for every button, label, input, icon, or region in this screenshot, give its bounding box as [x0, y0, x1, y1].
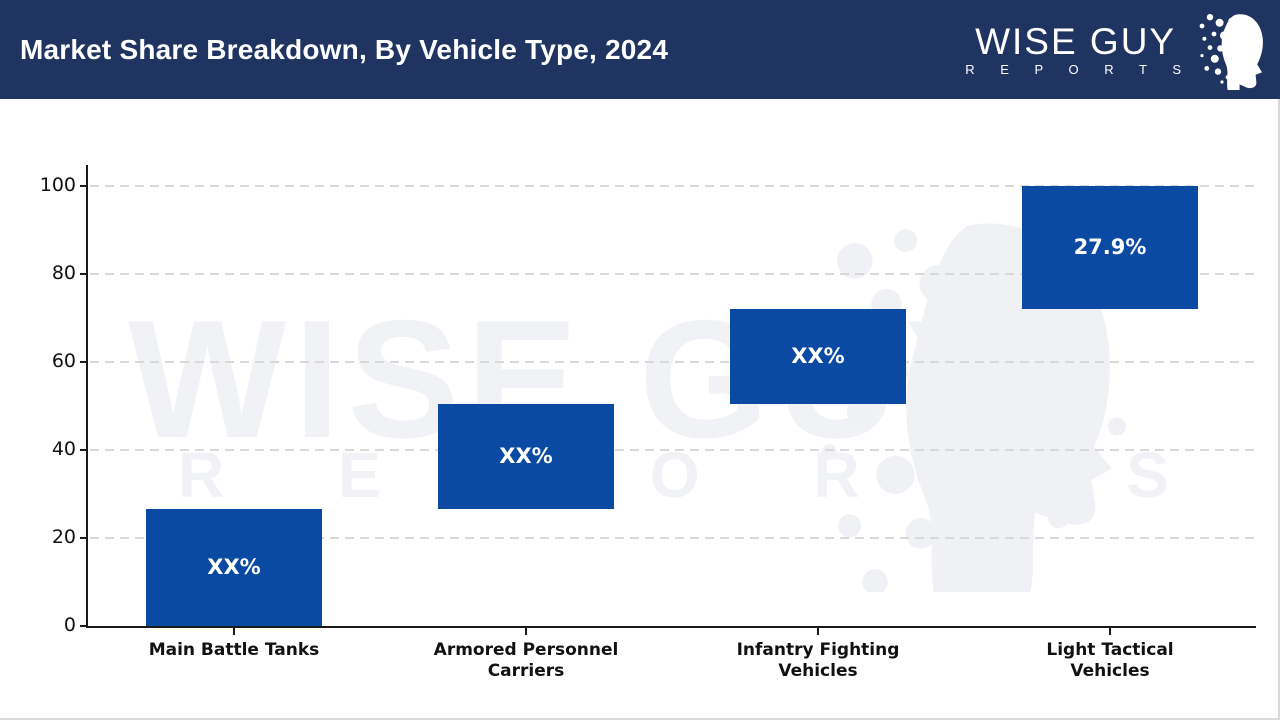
gridline — [90, 537, 1256, 539]
x-category-label: Infantry Fighting Vehicles — [658, 640, 978, 682]
y-axis-tick-label: 0 — [63, 614, 76, 636]
x-category-label: Light Tactical Vehicles — [950, 640, 1270, 682]
y-axis-spine — [86, 165, 88, 628]
x-axis-tick — [1109, 628, 1111, 635]
y-axis-tick — [80, 185, 88, 187]
bar-value-label: XX% — [207, 555, 261, 580]
x-axis-spine — [86, 626, 1256, 628]
x-category-label-line: Light Tactical — [1046, 640, 1174, 660]
y-axis-tick — [80, 273, 88, 275]
x-axis-tick — [817, 628, 819, 635]
bar: XX% — [438, 403, 614, 509]
bar-value-label: XX% — [791, 344, 845, 369]
y-axis-tick — [80, 625, 88, 627]
x-category-label-line: Vehicles — [1070, 661, 1150, 681]
bar-value-label: 27.9% — [1073, 235, 1147, 260]
waterfall-chart: 0 20 40 60 80 100 XX% Main Battle Tanks XX% Armor… — [0, 99, 1280, 720]
x-category-label-line: Armored Personnel — [433, 640, 619, 660]
bar-value-label: XX% — [499, 444, 553, 469]
gridline — [90, 273, 1256, 275]
y-axis-tick-label: 20 — [51, 526, 76, 548]
y-axis-tick — [80, 537, 88, 539]
y-axis-tick-label: 100 — [39, 174, 76, 196]
y-axis-tick-label: 40 — [51, 438, 76, 460]
x-axis-tick — [525, 628, 527, 635]
gridline — [90, 449, 1256, 451]
bar: XX% — [146, 508, 322, 626]
y-axis-tick-label: 80 — [51, 262, 76, 284]
gridline — [90, 185, 1256, 187]
header-bar: Market Share Breakdown, By Vehicle Type,… — [0, 0, 1280, 99]
wise-guy-reports-logo: WISE GUY R E P O R T S — [959, 8, 1266, 92]
x-category-label-line: Main Battle Tanks — [148, 640, 320, 660]
y-axis-tick-label: 60 — [51, 350, 76, 372]
y-axis-tick — [80, 361, 88, 363]
x-category-label-line: Vehicles — [778, 661, 858, 681]
gridline — [90, 361, 1256, 363]
x-category-label-line: Infantry Fighting — [736, 640, 900, 660]
y-axis-tick — [80, 449, 88, 451]
x-category-label: Main Battle Tanks — [74, 640, 394, 661]
x-category-label: Armored Personnel Carriers — [366, 640, 686, 682]
logo-wordmark: WISE GUY — [975, 21, 1177, 62]
dotted-head-icon — [1199, 13, 1263, 90]
bar: XX% — [730, 308, 906, 404]
logo-text: WISE GUY R E P O R T S — [959, 23, 1192, 76]
logo-subtitle: R E P O R T S — [965, 62, 1192, 77]
x-axis-tick — [233, 628, 235, 635]
bar: 27.9% — [1022, 186, 1198, 309]
page-title: Market Share Breakdown, By Vehicle Type,… — [20, 33, 669, 65]
x-category-label-line: Carriers — [487, 661, 565, 681]
